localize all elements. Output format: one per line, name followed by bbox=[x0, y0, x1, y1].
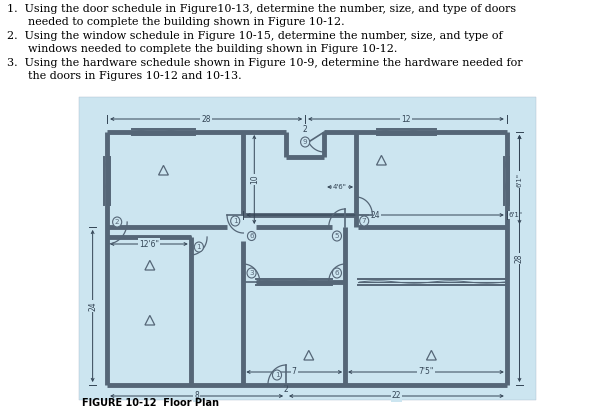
Text: 22: 22 bbox=[392, 391, 401, 400]
Circle shape bbox=[273, 370, 282, 380]
Circle shape bbox=[247, 232, 256, 241]
Text: 1: 1 bbox=[197, 244, 201, 250]
Circle shape bbox=[300, 137, 309, 147]
Text: FIGURE 10-12  Floor Plan: FIGURE 10-12 Floor Plan bbox=[82, 398, 219, 408]
Text: 12: 12 bbox=[401, 115, 411, 124]
Text: 2: 2 bbox=[303, 124, 308, 133]
Text: 1: 1 bbox=[275, 372, 279, 378]
Text: 12'6": 12'6" bbox=[139, 239, 159, 248]
Text: 28: 28 bbox=[515, 254, 524, 263]
Text: 7: 7 bbox=[292, 368, 297, 377]
Text: 28: 28 bbox=[202, 115, 211, 124]
Text: 2: 2 bbox=[284, 386, 288, 395]
Text: 10: 10 bbox=[250, 175, 259, 184]
Text: 6'1": 6'1" bbox=[517, 173, 523, 187]
Text: 3.  Using the hardware schedule shown in Figure 10-9, determine the hardware nee: 3. Using the hardware schedule shown in … bbox=[7, 58, 523, 68]
Text: 5: 5 bbox=[335, 233, 340, 239]
Text: needed to complete the building shown in Figure 10-12.: needed to complete the building shown in… bbox=[7, 17, 345, 27]
Text: 24: 24 bbox=[88, 301, 97, 311]
Circle shape bbox=[332, 268, 341, 278]
Bar bbox=[79, 97, 536, 400]
Text: 6'1": 6'1" bbox=[509, 212, 523, 218]
Circle shape bbox=[194, 242, 203, 252]
Circle shape bbox=[113, 217, 122, 227]
Text: 6: 6 bbox=[335, 270, 340, 276]
Text: the doors in Figures 10-12 and 10-13.: the doors in Figures 10-12 and 10-13. bbox=[7, 71, 242, 81]
Circle shape bbox=[231, 216, 240, 226]
Text: 24: 24 bbox=[370, 211, 380, 220]
Text: 8: 8 bbox=[194, 391, 199, 400]
Text: 6: 6 bbox=[249, 233, 254, 239]
Text: 7'5": 7'5" bbox=[418, 368, 433, 377]
Text: 9: 9 bbox=[303, 139, 308, 145]
Circle shape bbox=[332, 231, 341, 241]
Text: windows needed to complete the building shown in Figure 10-12.: windows needed to complete the building … bbox=[7, 44, 398, 54]
Text: 4'6": 4'6" bbox=[333, 184, 347, 190]
Text: 7: 7 bbox=[362, 218, 367, 224]
Text: 1: 1 bbox=[233, 218, 238, 224]
Circle shape bbox=[359, 216, 368, 226]
Text: 2: 2 bbox=[115, 219, 119, 225]
Circle shape bbox=[247, 268, 256, 278]
Text: 3: 3 bbox=[249, 270, 254, 276]
Text: 2.  Using the window schedule in Figure 10-15, determine the number, size, and t: 2. Using the window schedule in Figure 1… bbox=[7, 31, 503, 41]
Text: 1.  Using the door schedule in Figure10-13, determine the number, size, and type: 1. Using the door schedule in Figure10-1… bbox=[7, 4, 517, 14]
